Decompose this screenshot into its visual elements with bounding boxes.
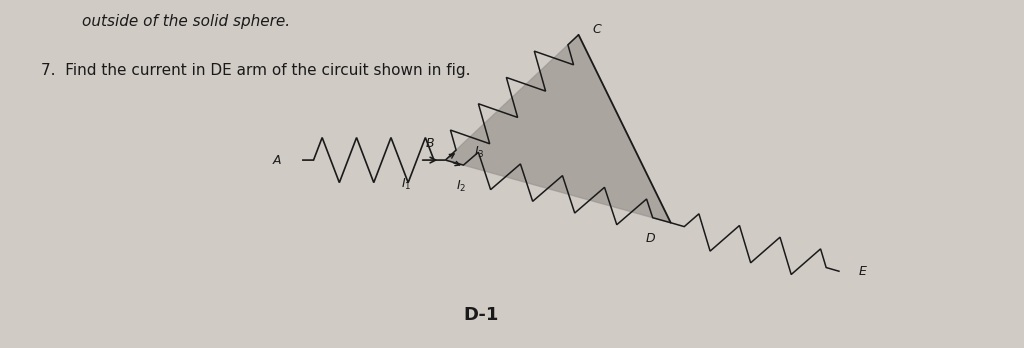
Text: E: E [858,265,866,278]
Text: outside of the solid sphere.: outside of the solid sphere. [82,14,290,29]
Text: $I_3$: $I_3$ [474,145,484,160]
Polygon shape [445,35,671,223]
Text: A: A [272,153,281,167]
Text: D-1: D-1 [464,306,499,324]
Text: C: C [593,23,601,36]
Text: D: D [645,232,655,245]
Text: B: B [426,137,434,150]
Text: 7.  Find the current in DE arm of the circuit shown in fig.: 7. Find the current in DE arm of the cir… [41,63,470,78]
Text: $I_2$: $I_2$ [456,179,466,194]
Text: $I_1$: $I_1$ [401,177,412,192]
